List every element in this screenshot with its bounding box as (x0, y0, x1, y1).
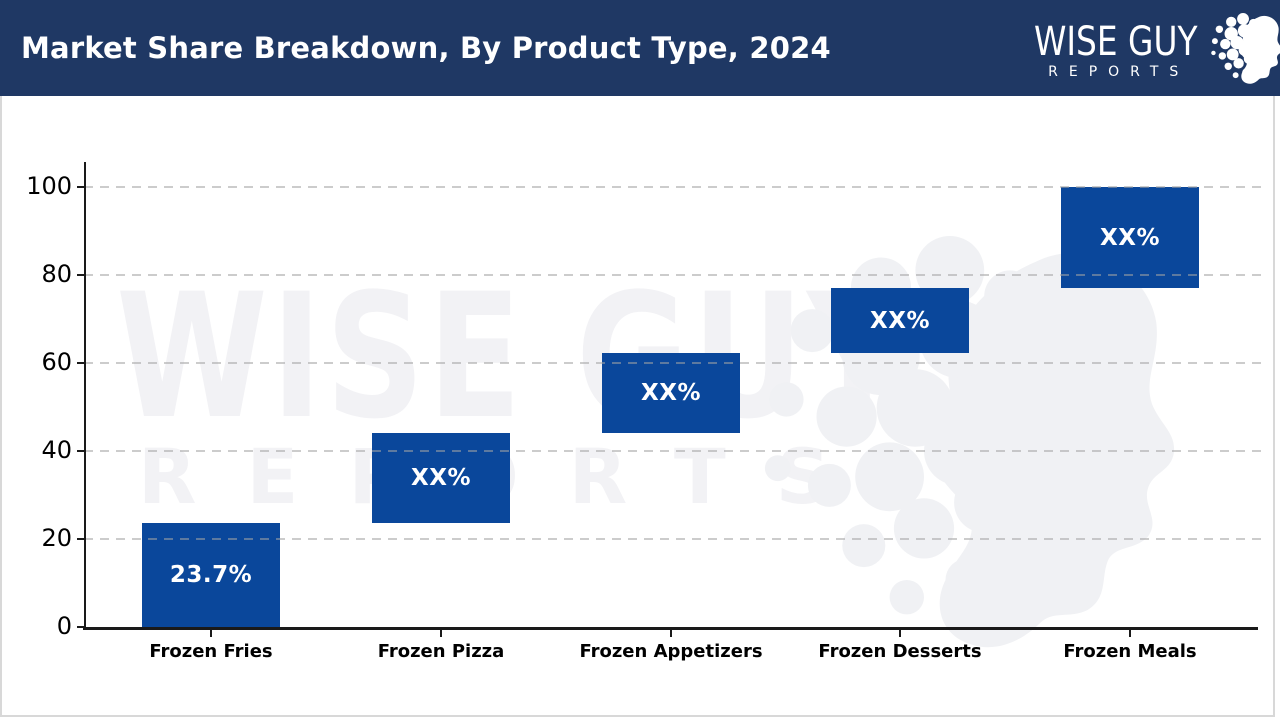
x-axis-category-label: Frozen Meals (1063, 641, 1197, 662)
logo-head-icon (1211, 13, 1280, 84)
y-axis-tick-label: 20 (41, 524, 72, 552)
y-axis-tick (77, 362, 84, 364)
y-axis-tick (77, 626, 84, 628)
x-axis-tick (210, 630, 212, 637)
gridline-y80 (84, 274, 1264, 276)
y-axis-line (84, 162, 86, 629)
x-axis-category-label: Frozen Pizza (377, 641, 505, 662)
waterfall-bar-frozen-desserts: XX% (831, 288, 969, 354)
page-title: Market Share Breakdown, By Product Type,… (21, 31, 831, 65)
bar-value-label: 23.7% (169, 561, 253, 588)
logo-subtext: REPORTS (1048, 63, 1190, 80)
x-axis-category-label: Frozen Desserts (818, 641, 982, 662)
brand-logo: WISE GUY REPORTS (1016, 8, 1280, 92)
logo-wordmark: WISE GUY (1033, 18, 1198, 65)
x-axis-tick (440, 630, 442, 637)
bar-value-label: XX% (1099, 224, 1160, 251)
waterfall-bar-frozen-pizza: XX% (372, 432, 510, 523)
y-axis-tick-label: 60 (41, 348, 72, 376)
watermark-wordmark: WISE GUY (116, 256, 910, 457)
x-axis-category-label: Frozen Fries (149, 641, 273, 662)
x-axis-category-label: Frozen Appetizers (579, 641, 763, 662)
waterfall-bar-frozen-appetizers: XX% (602, 353, 740, 433)
y-axis-tick-label: 80 (41, 260, 72, 288)
bar-value-label: XX% (869, 307, 930, 334)
bar-value-label: XX% (410, 464, 471, 491)
gridline-y40 (84, 450, 1264, 452)
header-bar: Market Share Breakdown, By Product Type,… (0, 0, 1280, 96)
x-axis-tick (899, 630, 901, 637)
y-axis-tick (77, 450, 84, 452)
y-axis-tick-label: 100 (26, 172, 72, 200)
x-axis-tick (1129, 630, 1131, 637)
y-axis-tick (77, 274, 84, 276)
logo-text: WISE GUY REPORTS (1016, 21, 1215, 80)
y-axis-tick (77, 186, 84, 188)
bar-value-label: XX% (640, 379, 701, 406)
y-axis-tick-label: 0 (56, 612, 72, 640)
waterfall-bar-frozen-meals: XX% (1061, 187, 1199, 289)
x-axis-tick (670, 630, 672, 637)
x-axis-line (83, 627, 1258, 630)
y-axis-tick (77, 538, 84, 540)
gridline-y20 (84, 538, 1264, 540)
chart-area: WISE GUY REPORTS 02040608010023.7%Frozen… (0, 96, 1280, 720)
y-axis-tick-label: 40 (41, 436, 72, 464)
gridline-y100 (84, 186, 1264, 188)
gridline-y60 (84, 362, 1264, 364)
waterfall-bar-frozen-fries: 23.7% (142, 522, 280, 627)
